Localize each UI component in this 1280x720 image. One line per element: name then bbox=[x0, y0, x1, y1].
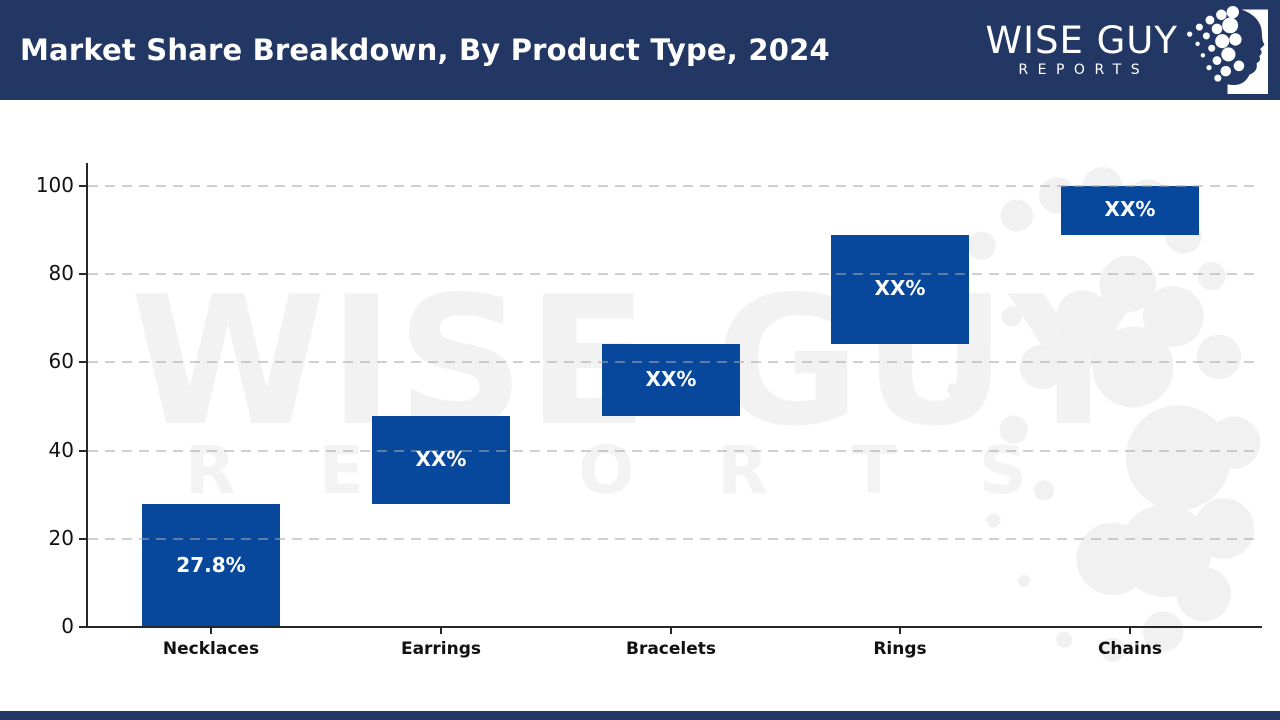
header-bar: Market Share Breakdown, By Product Type,… bbox=[0, 0, 1280, 100]
y-tick bbox=[79, 185, 86, 187]
x-tick bbox=[899, 628, 901, 634]
x-tick bbox=[210, 628, 212, 634]
gridline-60 bbox=[88, 361, 1258, 364]
gridline-80 bbox=[88, 273, 1258, 276]
bar-value-label: XX% bbox=[1104, 197, 1156, 222]
gridline-40 bbox=[88, 449, 1258, 452]
x-tick bbox=[440, 628, 442, 634]
wise-guy-logo: WISE GUY REPORTS bbox=[986, 6, 1268, 94]
bar-value-label: XX% bbox=[874, 276, 926, 301]
bar-rings bbox=[831, 234, 969, 344]
bar-chains bbox=[1061, 186, 1199, 235]
bar-necklaces bbox=[142, 504, 280, 627]
y-tick-label: 40 bbox=[48, 437, 74, 462]
x-tick bbox=[1129, 628, 1131, 634]
x-category-label-bracelets: Bracelets bbox=[625, 639, 717, 659]
x-category-label-earrings: Earrings bbox=[400, 639, 482, 659]
x-axis-line bbox=[86, 626, 1262, 628]
x-tick bbox=[670, 628, 672, 634]
watermark-subtext: R E P O R T S bbox=[185, 432, 1057, 509]
logo-subtitle: REPORTS bbox=[1018, 62, 1150, 79]
y-tick-label: 0 bbox=[61, 614, 74, 638]
bar-earrings bbox=[372, 416, 510, 505]
bar-value-label: 27.8% bbox=[176, 552, 246, 577]
bar-value-label: XX% bbox=[645, 367, 697, 392]
gridline-100 bbox=[88, 185, 1258, 187]
gridline-20 bbox=[88, 537, 1258, 540]
y-tick bbox=[79, 361, 86, 364]
page-title: Market Share Breakdown, By Product Type,… bbox=[20, 33, 830, 67]
x-category-label-chains: Chains bbox=[1097, 639, 1163, 659]
y-tick bbox=[79, 273, 86, 276]
y-axis-line bbox=[86, 163, 88, 628]
bar-value-label: XX% bbox=[415, 447, 467, 472]
x-category-label-necklaces: Necklaces bbox=[162, 639, 260, 659]
y-tick bbox=[79, 537, 86, 540]
logo-text: WISE GUY REPORTS bbox=[985, 18, 1178, 79]
y-tick bbox=[79, 626, 86, 628]
y-tick-label: 80 bbox=[48, 261, 74, 286]
logo-name: WISE GUY bbox=[985, 18, 1178, 62]
bar-bracelets bbox=[602, 343, 740, 417]
y-tick-label: 20 bbox=[48, 525, 74, 550]
footer-bar bbox=[0, 711, 1280, 720]
y-tick-label: 60 bbox=[48, 349, 74, 374]
logo-head-icon bbox=[1187, 6, 1268, 94]
x-category-label-rings: Rings bbox=[873, 639, 927, 659]
y-tick-label: 100 bbox=[35, 173, 74, 197]
y-tick bbox=[79, 449, 86, 452]
